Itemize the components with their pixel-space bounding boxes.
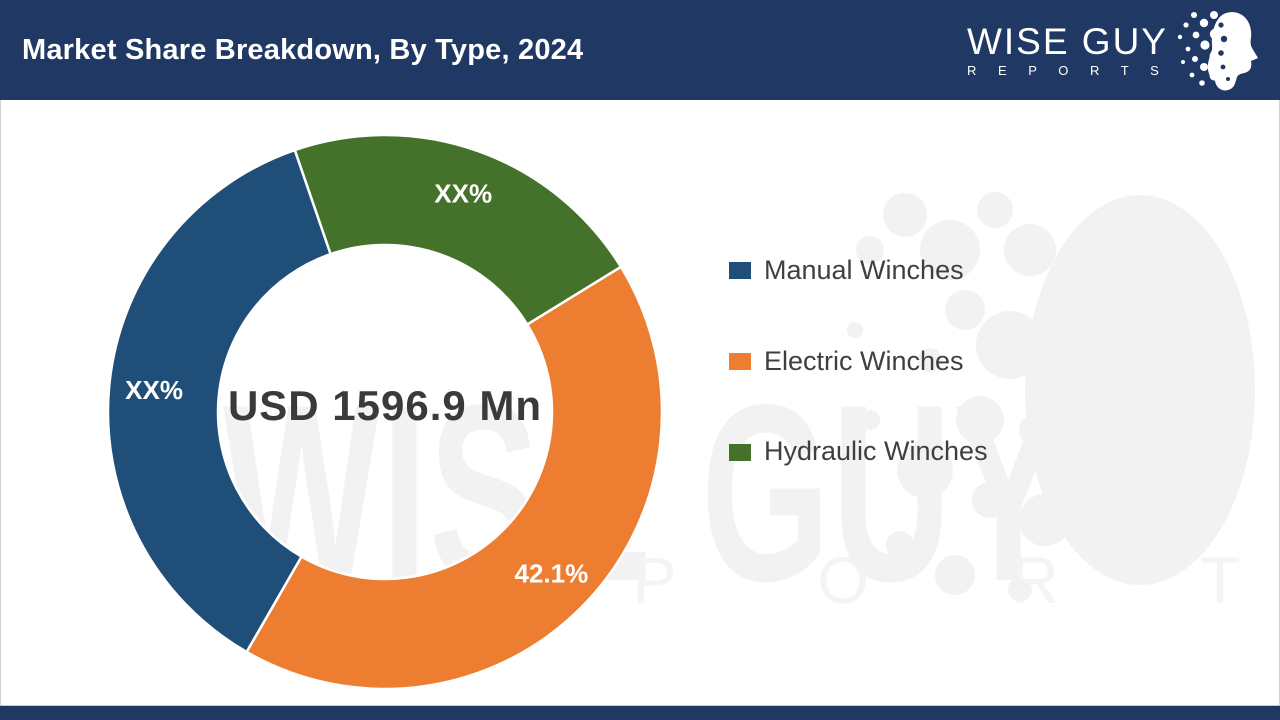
donut-slice-2 <box>293 133 623 326</box>
logo-subtitle: R E P O R T S <box>966 63 1168 78</box>
logo-wordmark: WISE GUY <box>966 21 1168 62</box>
wiseguy-logo: WISE GUY R E P O R T S <box>967 7 1262 93</box>
donut-slice-1 <box>245 265 664 691</box>
legend-item-electric-winches: Electric Winches <box>729 345 988 377</box>
legend-label: Electric Winches <box>764 345 964 376</box>
logo-face-icon <box>1177 11 1258 91</box>
legend-item-manual-winches: Manual Winches <box>729 255 988 286</box>
chart-legend: Manual Winches Electric Winches Hydrauli… <box>729 255 988 467</box>
donut-slice-0 <box>106 148 332 654</box>
legend-swatch-icon <box>729 353 751 371</box>
legend-label: Hydraulic Winches <box>764 436 988 467</box>
chart-center-value: USD 1596.9 Mn <box>227 382 543 429</box>
legend-swatch-icon <box>729 443 751 461</box>
legend-label: Manual Winches <box>764 255 964 285</box>
slice-value-label-0: XX% <box>125 375 183 405</box>
footer-bar <box>0 706 1280 720</box>
slice-value-label-2: XX% <box>434 179 492 209</box>
slice-value-label-1: 42.1% <box>515 559 589 589</box>
page-title: Market Share Breakdown, By Type, 2024 <box>22 33 584 66</box>
header-bar: Market Share Breakdown, By Type, 2024 WI… <box>0 0 1280 100</box>
legend-item-hydraulic-winches: Hydraulic Winches <box>729 437 988 467</box>
legend-swatch-icon <box>729 262 751 280</box>
logo-text: WISE GUY R E P O R T S <box>967 23 1168 77</box>
